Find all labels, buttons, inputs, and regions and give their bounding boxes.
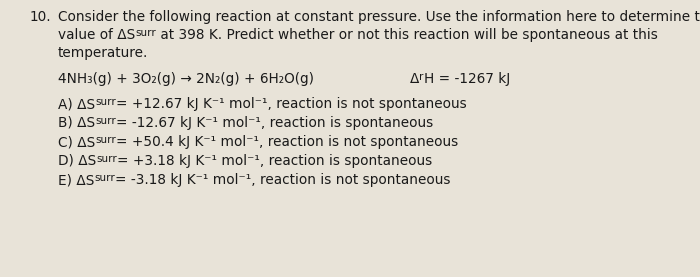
Text: surr: surr [97,154,117,164]
Text: surr: surr [95,135,116,145]
Text: Δ: Δ [410,72,419,86]
Text: H = -1267 kJ: H = -1267 kJ [424,72,510,86]
Text: E) ΔS: E) ΔS [58,173,94,187]
Text: = +3.18 kJ K⁻¹ mol⁻¹, reaction is spontaneous: = +3.18 kJ K⁻¹ mol⁻¹, reaction is sponta… [117,154,433,168]
Text: C) ΔS: C) ΔS [58,135,95,149]
Text: = +12.67 kJ K⁻¹ mol⁻¹, reaction is not spontaneous: = +12.67 kJ K⁻¹ mol⁻¹, reaction is not s… [116,97,467,111]
Text: D) ΔS: D) ΔS [58,154,97,168]
Text: r: r [419,72,424,82]
Text: = +50.4 kJ K⁻¹ mol⁻¹, reaction is not spontaneous: = +50.4 kJ K⁻¹ mol⁻¹, reaction is not sp… [116,135,458,149]
Text: Consider the following reaction at constant pressure. Use the information here t: Consider the following reaction at const… [58,10,700,24]
Text: = -12.67 kJ K⁻¹ mol⁻¹, reaction is spontaneous: = -12.67 kJ K⁻¹ mol⁻¹, reaction is spont… [116,116,433,130]
Text: value of ΔS: value of ΔS [58,28,135,42]
Text: surr: surr [95,97,116,107]
Text: 4NH₃(g) + 3O₂(g) → 2N₂(g) + 6H₂O(g): 4NH₃(g) + 3O₂(g) → 2N₂(g) + 6H₂O(g) [58,72,314,86]
Text: = -3.18 kJ K⁻¹ mol⁻¹, reaction is not spontaneous: = -3.18 kJ K⁻¹ mol⁻¹, reaction is not sp… [115,173,451,187]
Text: surr: surr [94,173,115,183]
Text: surr: surr [95,116,116,126]
Text: surr: surr [135,28,156,38]
Text: at 398 K. Predict whether or not this reaction will be spontaneous at this: at 398 K. Predict whether or not this re… [156,28,658,42]
Text: 10.: 10. [30,10,52,24]
Text: B) ΔS: B) ΔS [58,116,95,130]
Text: A) ΔS: A) ΔS [58,97,95,111]
Text: temperature.: temperature. [58,46,148,60]
